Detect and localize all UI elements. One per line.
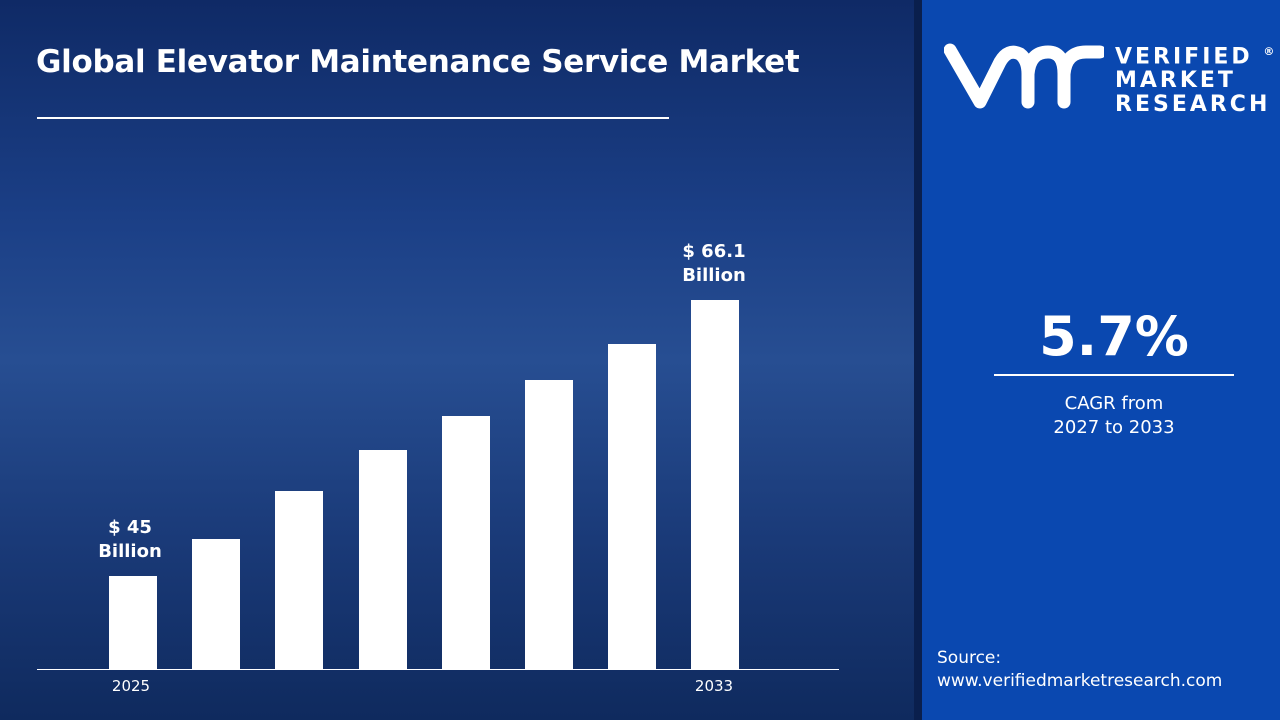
data-label-first-unit: Billion bbox=[98, 541, 162, 562]
bar-7 bbox=[608, 344, 657, 669]
cagr-value: 5.7% bbox=[1039, 305, 1189, 368]
data-label-first: $ 45 Billion bbox=[70, 516, 190, 564]
x-tick-label-2025: 2025 bbox=[111, 677, 151, 695]
bar-3 bbox=[275, 490, 324, 669]
source: Source: www.verifiedmarketresearch.com bbox=[937, 647, 1222, 693]
bar-4 bbox=[358, 450, 407, 669]
data-label-first-value: $ 45 bbox=[108, 517, 152, 538]
data-label-last: $ 66.1 Billion bbox=[654, 240, 774, 288]
brand-name: VERIFIED ® MARKET RESEARCH bbox=[1115, 40, 1277, 117]
bar-6 bbox=[525, 379, 573, 669]
bar-5 bbox=[441, 416, 490, 669]
bar-1 bbox=[109, 576, 157, 669]
x-tick-label-2033: 2033 bbox=[694, 677, 734, 695]
info-panel bbox=[922, 0, 1280, 720]
source-url[interactable]: www.verifiedmarketresearch.com bbox=[937, 671, 1223, 691]
brand-line-2: MARKET bbox=[1115, 68, 1236, 94]
source-label: Source: bbox=[937, 648, 1002, 668]
panel-divider bbox=[914, 0, 922, 720]
data-label-last-value: $ 66.1 bbox=[682, 241, 746, 262]
cagr-divider bbox=[994, 374, 1234, 376]
title-underline bbox=[37, 117, 669, 119]
cagr-label-line-2: 2027 to 2033 bbox=[1053, 417, 1175, 438]
bar-2 bbox=[192, 539, 241, 669]
vmr-logo-icon bbox=[944, 43, 1104, 109]
registered-mark: ® bbox=[1263, 45, 1278, 58]
data-label-last-unit: Billion bbox=[682, 265, 746, 286]
cagr-label-line-1: CAGR from bbox=[1064, 393, 1164, 414]
brand-line-1: VERIFIED ® bbox=[1115, 44, 1278, 70]
cagr-label: CAGR from 2027 to 2033 bbox=[994, 392, 1234, 440]
bar-8 bbox=[691, 300, 740, 669]
brand-line-3: RESEARCH bbox=[1115, 92, 1271, 118]
x-axis-line bbox=[37, 669, 839, 670]
chart-title: Global Elevator Maintenance Service Mark… bbox=[36, 44, 800, 80]
